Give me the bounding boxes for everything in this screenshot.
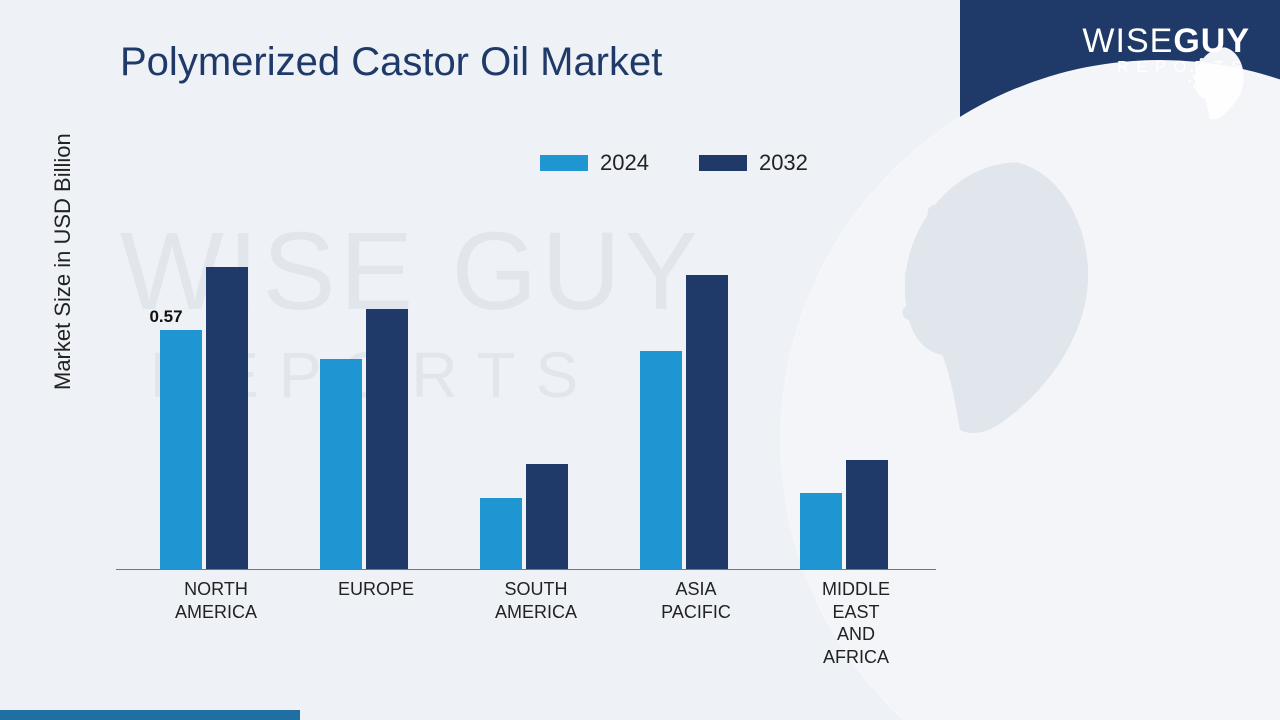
bar-value-label: 0.57 [126, 307, 206, 327]
plot-area: 0.57 [116, 190, 936, 570]
baseline [116, 569, 936, 570]
bar-2032 [686, 275, 728, 569]
x-axis-label: ASIAPACIFIC [626, 578, 766, 623]
bar-2032 [846, 460, 888, 569]
logo-head-icon [1180, 44, 1250, 124]
legend-item-2024: 2024 [540, 150, 649, 176]
bar-2032 [366, 309, 408, 569]
logo-text-wise: WISE [1082, 22, 1173, 60]
legend-label-2032: 2032 [759, 150, 808, 176]
bar-2024 [640, 351, 682, 569]
x-axis-label: NORTHAMERICA [146, 578, 286, 623]
legend: 2024 2032 [540, 150, 808, 176]
x-axis-label: SOUTHAMERICA [466, 578, 606, 623]
y-axis-label: Market Size in USD Billion [50, 133, 76, 390]
bar-2024 [480, 498, 522, 569]
x-axis-label: EUROPE [306, 578, 446, 601]
chart: Market Size in USD Billion 2024 2032 0.5… [60, 150, 940, 670]
legend-swatch-2032 [699, 155, 747, 171]
bar-2024 [320, 359, 362, 569]
x-axis-label: MIDDLEEASTANDAFRICA [786, 578, 926, 668]
bottom-accent [0, 710, 300, 720]
page-title: Polymerized Castor Oil Market [120, 40, 662, 85]
logo: WISEGUY REPORTS [1082, 24, 1250, 76]
legend-label-2024: 2024 [600, 150, 649, 176]
bar-2024 [160, 330, 202, 569]
legend-item-2032: 2032 [699, 150, 808, 176]
bar-2032 [526, 464, 568, 569]
bar-2032 [206, 267, 248, 569]
bar-2024 [800, 493, 842, 569]
legend-swatch-2024 [540, 155, 588, 171]
